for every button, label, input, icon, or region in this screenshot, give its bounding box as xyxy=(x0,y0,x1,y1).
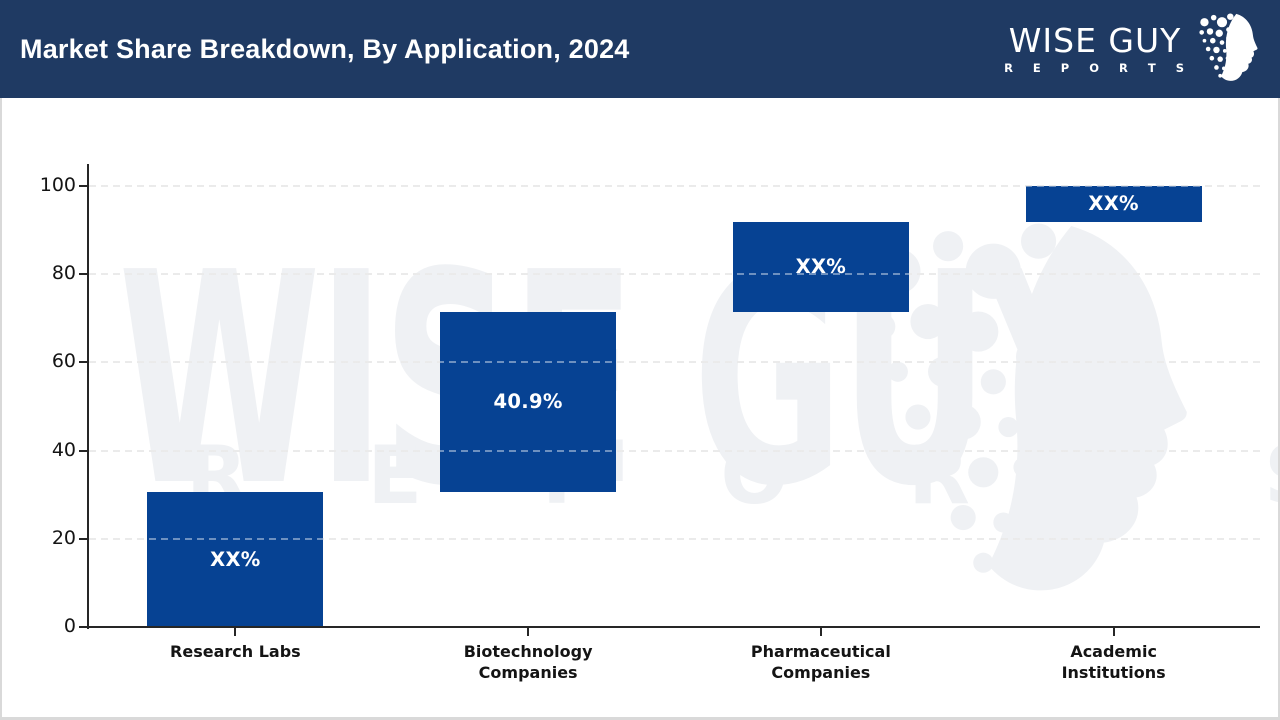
bar-value-label: XX% xyxy=(210,548,261,572)
bar-value-label: XX% xyxy=(1088,192,1139,216)
waterfall-bar-segment: 40.9% xyxy=(440,311,617,493)
gridline xyxy=(89,449,1260,452)
chart-header: Market Share Breakdown, By Application, … xyxy=(0,0,1280,98)
gridline xyxy=(89,537,1260,540)
gridline xyxy=(89,361,1260,364)
y-tick-mark xyxy=(79,449,89,452)
waterfall-bar-segment: XX% xyxy=(147,492,324,627)
y-axis-spine xyxy=(87,164,89,629)
dotted-head-profile-icon xyxy=(1198,11,1258,87)
y-tick-label: 20 xyxy=(51,526,76,549)
waterfall-bar-segment: XX% xyxy=(1025,186,1202,222)
gridline-overlay xyxy=(89,361,1260,364)
x-category-label: Research Labs xyxy=(170,642,301,661)
bar-value-label: 40.9% xyxy=(493,390,563,414)
gridline-overlay xyxy=(89,273,1260,276)
y-tick-label: 100 xyxy=(39,174,76,197)
page-border-right xyxy=(1278,0,1280,720)
page-border-bottom xyxy=(0,717,1280,720)
waterfall-bar-segment: XX% xyxy=(732,221,909,312)
y-tick-label: 40 xyxy=(51,438,76,461)
brand-wordmark: WISE GUY xyxy=(1008,20,1182,60)
bar-value-label: XX% xyxy=(795,255,847,279)
x-tick-mark xyxy=(1112,628,1115,636)
gridline-overlay xyxy=(89,449,1260,452)
gridline xyxy=(89,273,1260,276)
y-tick-label: 80 xyxy=(51,262,76,285)
x-category-label: Biotechnology Companies xyxy=(463,642,593,683)
y-tick-mark xyxy=(79,537,89,540)
y-tick-mark xyxy=(79,626,89,628)
y-tick-label: 0 xyxy=(63,615,76,637)
brand-reports-text: R E P O R T S xyxy=(1004,60,1192,75)
x-tick-mark xyxy=(234,628,237,636)
watermark-dotted-head-icon xyxy=(860,216,1192,618)
y-tick-label: 60 xyxy=(51,350,76,373)
gridline-overlay xyxy=(89,185,1260,188)
y-tick-mark xyxy=(79,185,89,188)
gridline xyxy=(89,185,1260,188)
x-tick-mark xyxy=(819,628,822,636)
x-category-label: Academic Institutions xyxy=(1061,642,1166,683)
brand-logo: WISE GUY R E P O R T S xyxy=(998,11,1258,87)
gridline-overlay xyxy=(89,537,1260,540)
y-tick-mark xyxy=(79,273,89,276)
chart-title: Market Share Breakdown, By Application, … xyxy=(20,33,630,64)
page-border-left xyxy=(0,0,2,720)
brand-logo-text: WISE GUY R E P O R T S xyxy=(998,24,1192,75)
x-category-label: Pharmaceutical Companies xyxy=(750,642,891,683)
x-axis-spine xyxy=(87,626,1260,628)
x-tick-mark xyxy=(527,628,530,636)
y-tick-mark xyxy=(79,361,89,364)
